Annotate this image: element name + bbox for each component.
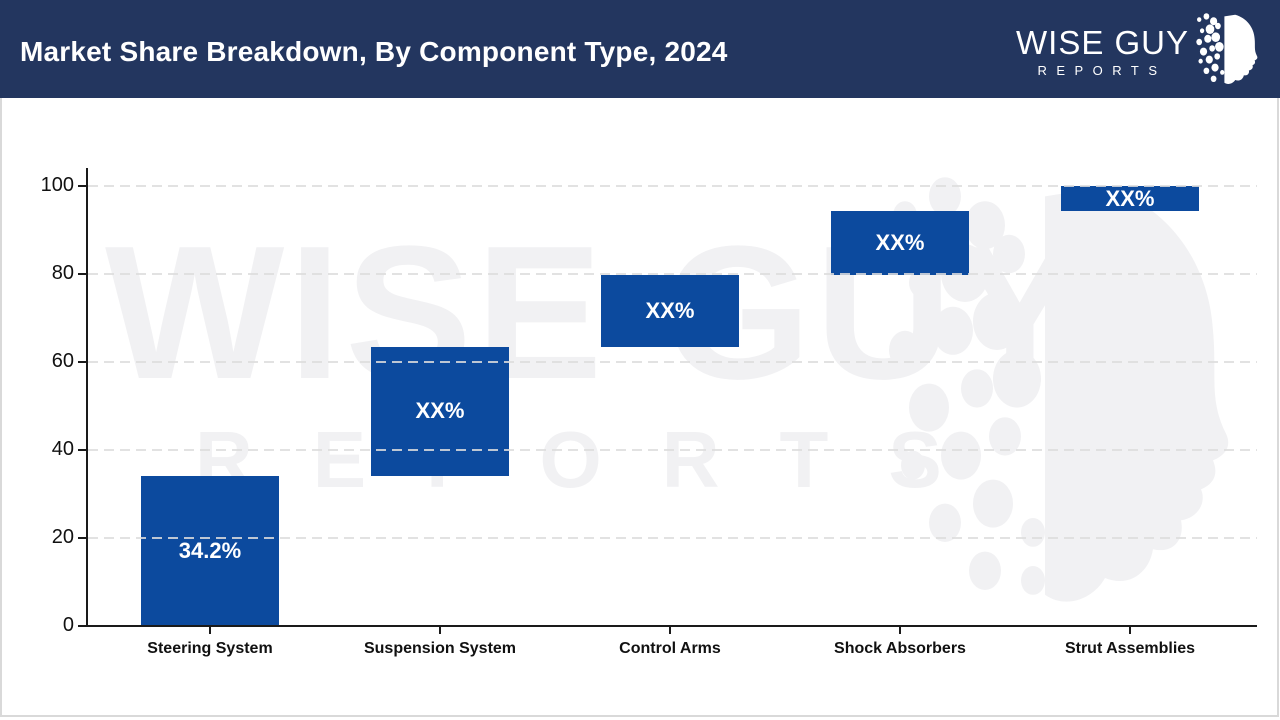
bar-steering-system [141,475,279,626]
x-category-label: Strut Assemblies [1064,640,1196,657]
bar-shock-absorbers [831,211,969,275]
logo-wordmark: WISE GUY [1016,24,1190,61]
y-tick-mark-40 [78,449,86,451]
y-tick-mark-0 [78,625,86,627]
page-title: Market Share Breakdown, By Component Typ… [20,36,728,67]
logo-face-icon [1196,13,1258,84]
x-category-label: Control Arms [619,640,721,657]
bar-value-label: XX% [415,398,465,424]
x-tick-mark-shock-absorbers [899,627,901,634]
y-tick-mark-80 [78,273,86,275]
gridline-20 [88,537,1257,539]
y-tick-mark-60 [78,361,86,363]
bar-value-label: 34.2% [178,537,242,563]
logo-subtext: REPORTS [1037,63,1167,78]
y-tick-mark-100 [78,185,86,187]
x-tick-mark-control-arms [669,627,671,634]
x-category-label: Steering System [147,640,273,657]
watermark-subtext: REPORTS [195,415,1002,504]
gridline-40 [88,449,1257,451]
bar-value-label: XX% [1105,185,1155,211]
bar-value-label: XX% [645,297,695,323]
y-tick-label: 0 [62,614,74,636]
header: Market Share Breakdown, By Component Typ… [0,0,1280,98]
bar-value-label: XX% [875,229,925,255]
gridline-80 [88,273,1257,275]
x-category-label: Shock Absorbers [834,640,966,657]
gridline-60 [88,361,1257,363]
y-tick-label: 80 [51,262,74,284]
x-tick-mark-suspension-system [439,627,441,634]
bar-strut-assemblies [1061,186,1199,212]
y-tick-label: 100 [40,174,74,196]
brand-logo: WISE GUY REPORTS [1016,8,1266,92]
x-tick-mark-strut-assemblies [1129,627,1131,634]
bar-control-arms [601,274,739,348]
y-tick-label: 40 [51,438,74,460]
bar-suspension-system [371,347,509,476]
gridline-100 [88,185,1257,187]
x-tick-mark-steering-system [209,627,211,634]
y-tick-label: 60 [51,350,74,372]
logo-text-block: WISE GUY REPORTS [1016,24,1190,79]
x-axis-line [85,625,1257,627]
y-axis-line [86,168,88,627]
x-category-label: Suspension System [363,640,517,657]
y-tick-mark-20 [78,537,86,539]
y-tick-label: 20 [51,526,74,548]
